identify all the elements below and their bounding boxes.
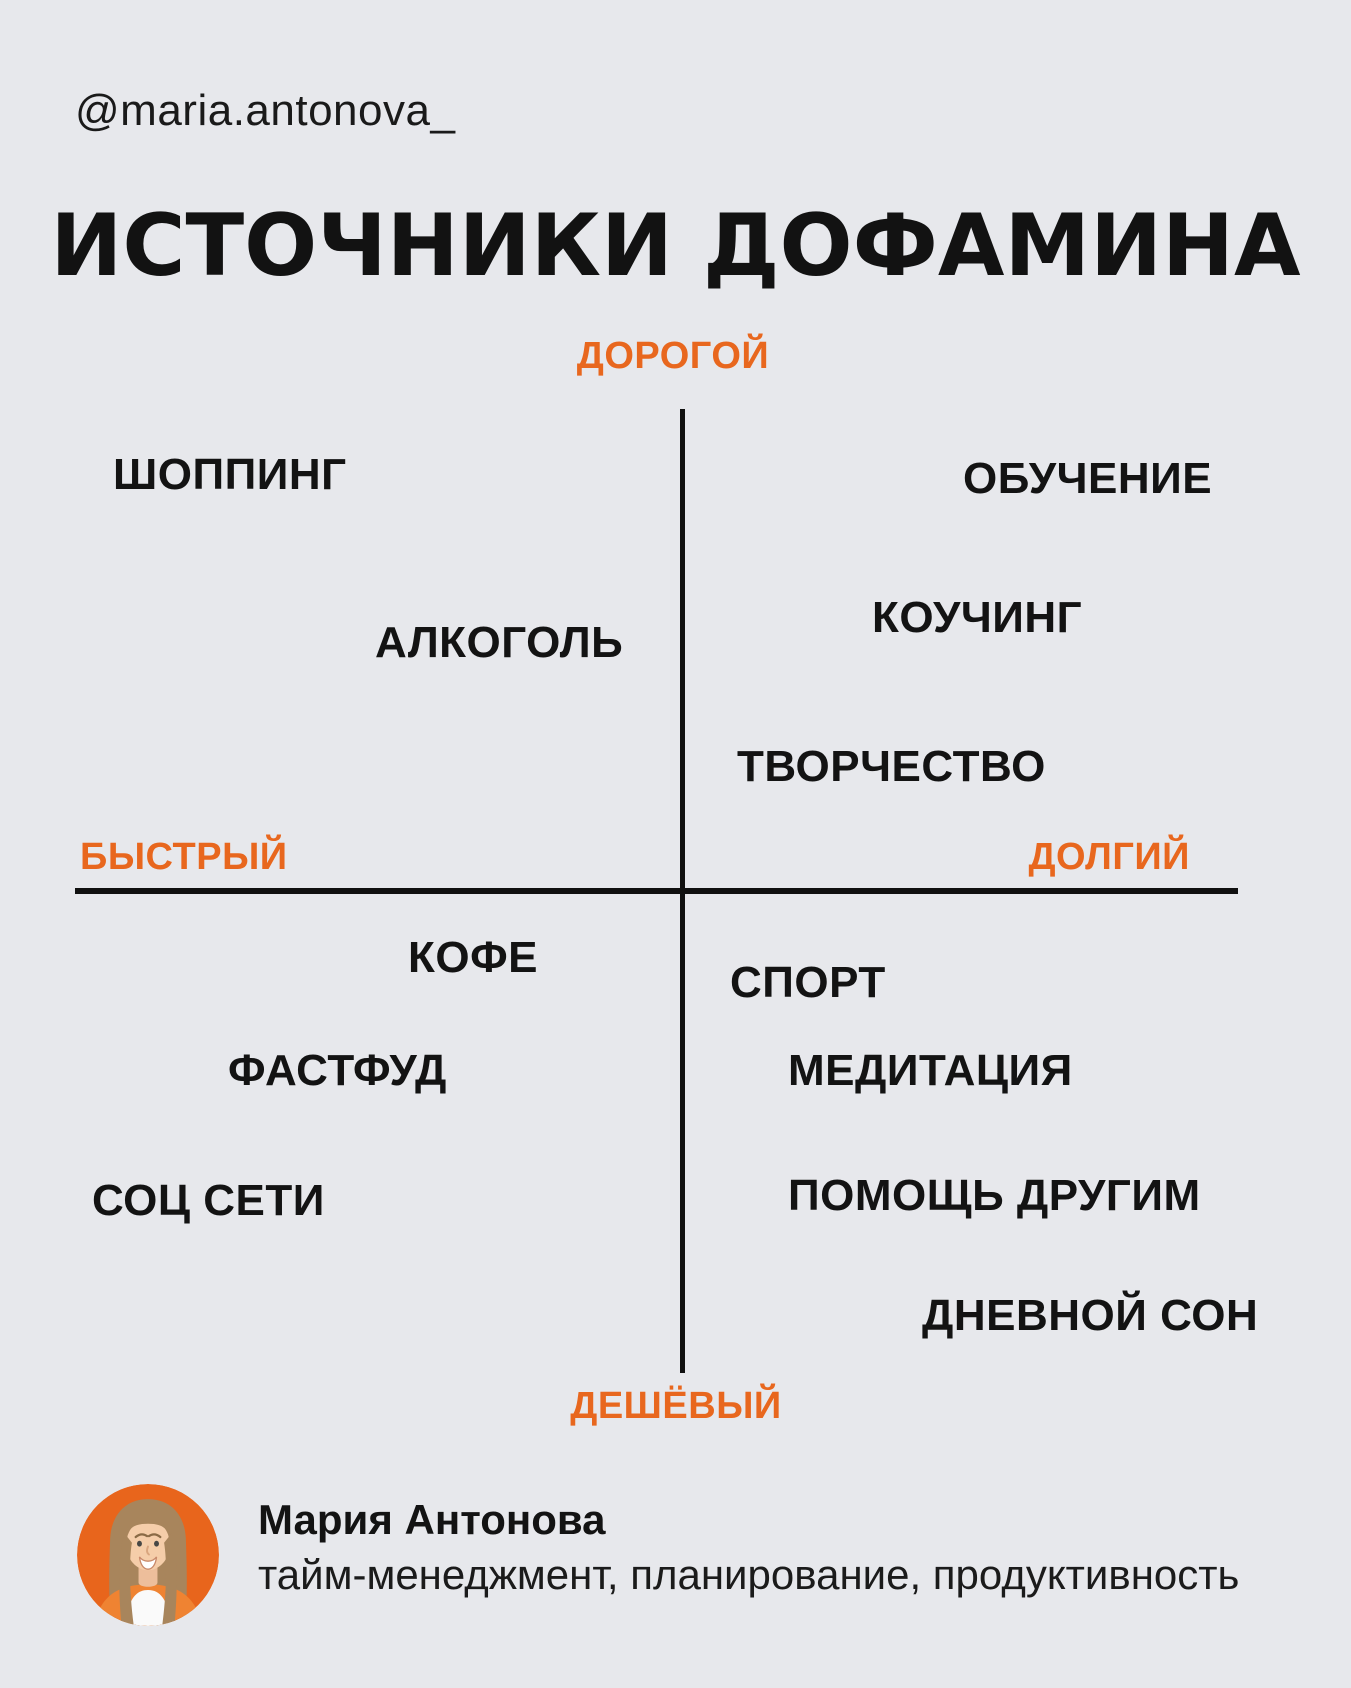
quadrant-item-coaching: КОУЧИНГ: [872, 593, 1083, 642]
axis-label-cheap: ДЕШЁВЫЙ: [570, 1385, 782, 1427]
author-avatar: [77, 1484, 219, 1626]
quadrant-item-sport: СПОРТ: [730, 958, 886, 1007]
horizontal-axis-line: [75, 888, 1238, 894]
quadrant-item-alcohol: АЛКОГОЛЬ: [375, 618, 624, 667]
axis-label-long: ДОЛГИЙ: [1028, 836, 1190, 878]
quadrant-item-helping-others: ПОМОЩЬ ДРУГИМ: [788, 1171, 1201, 1220]
quadrant-item-social-media: СОЦ СЕТИ: [92, 1176, 325, 1225]
axis-label-expensive: ДОРОГОЙ: [576, 335, 770, 377]
quadrant-item-meditation: МЕДИТАЦИЯ: [788, 1046, 1073, 1095]
quadrant-item-coffee: КОФЕ: [408, 933, 538, 982]
page-title: ИСТОЧНИКИ ДОФАМИНА: [50, 196, 1301, 296]
quadrant-item-learning: ОБУЧЕНИЕ: [963, 454, 1213, 503]
woman-portrait-photo-icon: [77, 1484, 219, 1626]
author-subtitle: тайм-менеджмент, планирование, продуктив…: [258, 1551, 1240, 1598]
author-name: Мария Антонова: [258, 1496, 606, 1543]
axis-label-fast: БЫСТРЫЙ: [80, 836, 288, 878]
quadrant-item-fastfood: ФАСТФУД: [228, 1046, 447, 1095]
quadrant-item-day-nap: ДНЕВНОЙ СОН: [922, 1291, 1259, 1340]
quadrant-item-shopping: ШОППИНГ: [113, 450, 347, 499]
account-handle: @maria.antonova_: [75, 86, 456, 135]
quadrant-item-creativity: ТВОРЧЕСТВО: [737, 742, 1046, 791]
